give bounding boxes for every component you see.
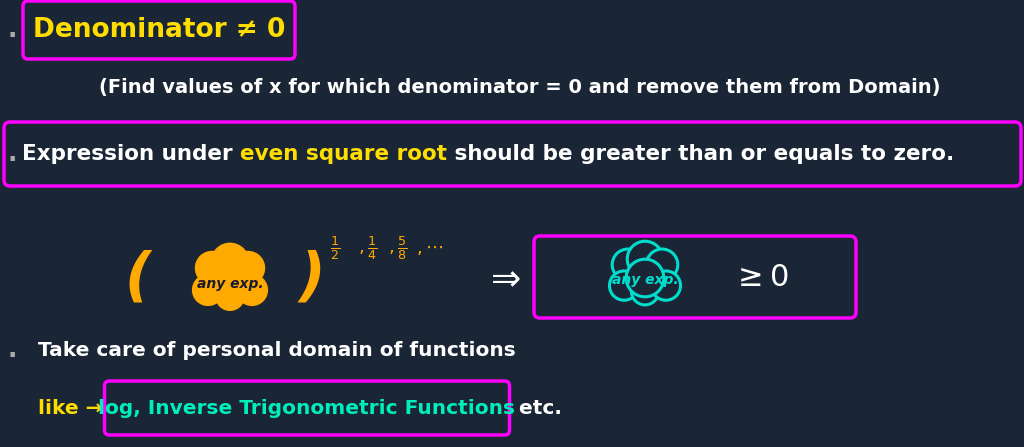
Text: etc.: etc. (512, 398, 562, 417)
Circle shape (646, 249, 678, 280)
Text: any exp.: any exp. (611, 273, 678, 287)
Text: should be greater than or equals to zero.: should be greater than or equals to zero… (447, 144, 954, 164)
Circle shape (632, 278, 658, 305)
Circle shape (651, 271, 681, 300)
Text: any exp.: any exp. (197, 277, 263, 291)
Text: (Find values of x for which denominator = 0 and remove them from Domain): (Find values of x for which denominator … (99, 79, 941, 97)
Circle shape (609, 271, 639, 300)
Circle shape (627, 259, 664, 297)
Circle shape (628, 241, 663, 277)
Text: (: ( (125, 249, 152, 307)
Text: $\geq 0$: $\geq 0$ (731, 263, 788, 292)
Text: $,\cdots$: $,\cdots$ (416, 239, 443, 257)
Circle shape (216, 282, 245, 310)
Text: .: . (8, 142, 17, 166)
Text: $, \frac{5}{8}$: $, \frac{5}{8}$ (388, 234, 408, 262)
Text: log, Inverse Trigonometric Functions: log, Inverse Trigonometric Functions (98, 398, 515, 417)
Text: ): ) (299, 249, 326, 307)
Circle shape (612, 249, 643, 280)
Text: Take care of personal domain of functions: Take care of personal domain of function… (38, 341, 516, 359)
Circle shape (193, 274, 223, 305)
Text: $\Rightarrow$: $\Rightarrow$ (483, 261, 521, 295)
Text: even square root: even square root (240, 144, 447, 164)
Text: $, \frac{1}{4}$: $, \frac{1}{4}$ (358, 234, 377, 262)
Text: $\frac{1}{2}$: $\frac{1}{2}$ (330, 234, 340, 262)
Text: Denominator ≠ 0: Denominator ≠ 0 (33, 17, 286, 43)
Text: .: . (8, 338, 17, 362)
Circle shape (211, 243, 249, 281)
Text: like →: like → (38, 398, 110, 417)
Text: Expression under: Expression under (22, 144, 240, 164)
Text: .: . (8, 18, 17, 42)
Circle shape (210, 262, 250, 302)
Circle shape (196, 252, 228, 284)
Circle shape (231, 252, 264, 284)
Circle shape (237, 274, 267, 305)
